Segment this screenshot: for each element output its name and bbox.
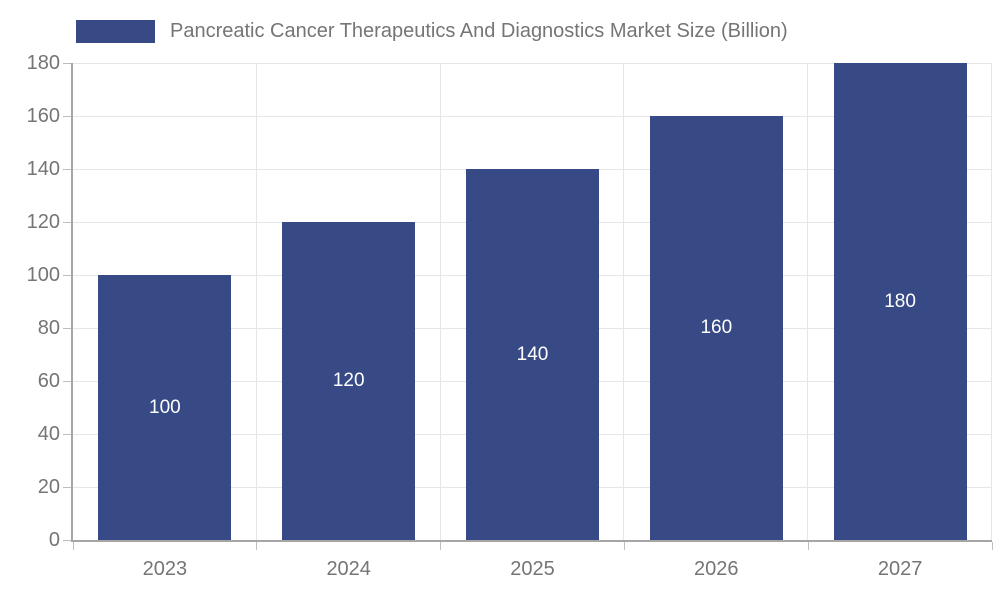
x-tick-label-2023: 2023 [142, 558, 188, 580]
x-axis-tick-0 [72, 542, 74, 550]
y-axis-tick-140 [63, 168, 71, 170]
y-axis-tick-0 [63, 539, 71, 541]
x-axis-tick-1 [256, 542, 258, 550]
x-tick-label-2025: 2025 [510, 558, 555, 580]
y-tick-label-80: 80 [37, 317, 60, 339]
x-axis-tick-4 [807, 542, 809, 550]
bar-value-label-2026: 160 [700, 317, 733, 338]
bar-value-label-2027: 180 [884, 290, 916, 312]
bar-2026[interactable]: 160 [649, 116, 783, 540]
x-axis-tick-3 [623, 542, 625, 550]
gridline-v-3 [623, 63, 625, 540]
gridline-v-2 [439, 63, 441, 540]
gridline-v-5 [991, 63, 992, 540]
y-axis-tick-180 [63, 62, 71, 64]
y-axis-tick-160 [63, 115, 71, 117]
bar-2027[interactable]: 180 [833, 63, 967, 540]
legend-label: Pancreatic Cancer Therapeutics And Diagn… [170, 20, 788, 42]
y-tick-label-60: 60 [37, 370, 60, 392]
y-axis-line [71, 63, 73, 540]
y-tick-label-160: 160 [26, 105, 60, 127]
y-tick-label-100: 100 [26, 264, 60, 286]
y-axis-tick-120 [63, 221, 71, 223]
bar-value-label-2025: 140 [516, 343, 549, 365]
y-tick-label-0: 0 [48, 529, 60, 551]
plot-area: 0 20 40 60 80 100 120 140 160 180 100 2023 120 2024 14… [27, 52, 993, 580]
y-tick-label-120: 120 [26, 211, 60, 233]
y-tick-label-20: 20 [37, 476, 60, 498]
x-tick-label-2026: 2026 [694, 558, 739, 580]
x-tick-label-2024: 2024 [326, 558, 371, 580]
y-axis-tick-80 [63, 327, 71, 329]
gridline-v-1 [255, 63, 257, 540]
y-axis-tick-100 [63, 274, 71, 276]
x-axis-tick-2 [440, 542, 442, 550]
x-axis-tick-5 [991, 542, 993, 550]
y-tick-label-140: 140 [26, 158, 60, 180]
bar-value-label-2024: 120 [332, 370, 365, 391]
bar-2023[interactable]: 100 [98, 275, 232, 540]
bar-2024[interactable]: 120 [282, 222, 416, 540]
y-tick-label-180: 180 [26, 52, 60, 74]
y-tick-label-40: 40 [37, 423, 60, 445]
bar-2025[interactable]: 140 [466, 169, 599, 540]
y-axis-tick-60 [63, 380, 71, 382]
gridline-h-180 [73, 62, 992, 64]
legend-swatch [76, 20, 155, 43]
legend[interactable]: Pancreatic Cancer Therapeutics And Diagn… [76, 20, 788, 43]
bar-value-label-2023: 100 [149, 396, 181, 418]
x-tick-label-2027: 2027 [877, 558, 923, 580]
y-axis-tick-20 [63, 486, 71, 488]
gridline-v-4 [807, 63, 809, 540]
x-axis-line [71, 540, 992, 542]
y-axis-tick-40 [63, 433, 71, 435]
gridline-h-160 [73, 115, 992, 117]
